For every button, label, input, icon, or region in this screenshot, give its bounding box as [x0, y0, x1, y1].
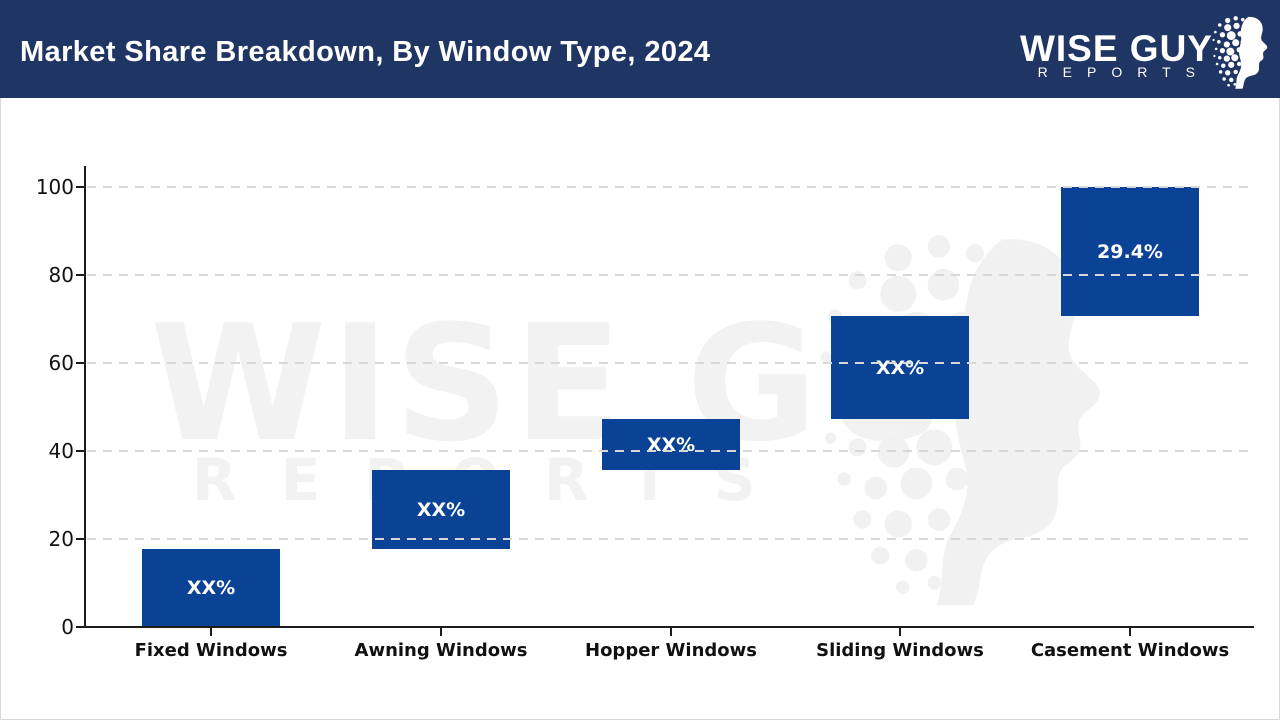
logo-wordmark: WISE GUY	[1019, 28, 1213, 69]
logo-tagline: REPORTS	[1037, 64, 1210, 80]
y-tick	[76, 538, 85, 540]
y-tick-label: 40	[48, 439, 74, 463]
y-tick	[76, 450, 85, 452]
y-tick	[76, 186, 85, 188]
y-tick	[76, 626, 85, 628]
x-axis-spine	[84, 626, 1254, 628]
bar-value-label: XX%	[646, 433, 696, 456]
bar-value-label: 29.4%	[1097, 240, 1163, 263]
x-tick	[210, 628, 212, 636]
gridline	[87, 186, 1253, 188]
x-category-label: Casement Windows	[1030, 640, 1230, 661]
y-tick-label: 100	[35, 175, 74, 199]
x-category-label: Fixed Windows	[134, 640, 288, 661]
x-tick	[1129, 628, 1131, 636]
y-tick-label: 20	[48, 527, 74, 551]
x-category-label: Sliding Windows	[816, 640, 984, 661]
bar-segment: XX%	[142, 548, 280, 627]
gridline	[87, 362, 1253, 364]
bar-segment: XX%	[831, 316, 969, 420]
bar-value-label: XX%	[186, 576, 236, 599]
y-tick-label: 60	[48, 351, 74, 375]
y-tick	[76, 274, 85, 276]
y-tick	[76, 362, 85, 364]
logo-head-icon	[1212, 16, 1268, 89]
y-tick-label: 0	[61, 615, 74, 639]
x-category-label: Hopper Windows	[585, 640, 757, 661]
bar-segment: 29.4%	[1061, 187, 1199, 317]
gridline	[87, 538, 1253, 540]
y-axis-spine	[84, 166, 86, 628]
wiseguy-logo: WISE GUY REPORTS	[1020, 6, 1268, 92]
bar-value-label: XX%	[875, 356, 925, 379]
gridline	[87, 274, 1253, 276]
bar-value-label: XX%	[416, 498, 466, 521]
page-title: Market Share Breakdown, By Window Type, …	[20, 36, 711, 68]
y-tick-label: 80	[48, 263, 74, 287]
x-category-label: Awning Windows	[354, 640, 528, 661]
x-tick	[670, 628, 672, 636]
bar-segment: XX%	[602, 419, 740, 471]
header-banner: Market Share Breakdown, By Window Type, …	[0, 0, 1280, 98]
x-tick	[440, 628, 442, 636]
gridline	[87, 450, 1253, 452]
bar-segment: XX%	[372, 470, 510, 549]
x-tick	[899, 628, 901, 636]
